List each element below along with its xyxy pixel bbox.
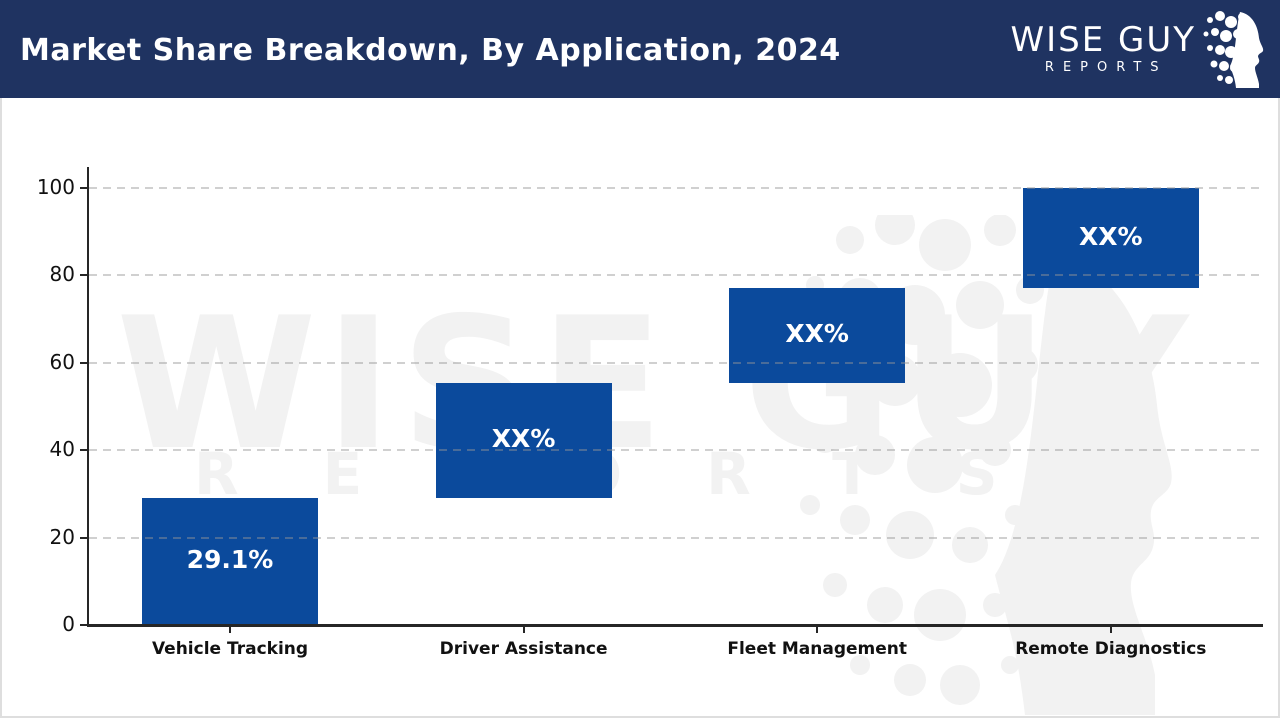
y-tick-mark	[80, 274, 88, 277]
x-tick-mark	[522, 625, 525, 633]
y-tick-label: 60	[49, 349, 75, 374]
x-tick-mark	[816, 625, 819, 633]
bar-value-label: XX%	[491, 424, 556, 454]
y-tick-mark	[80, 536, 88, 539]
y-tick-mark	[80, 187, 88, 189]
page-title: Market Share Breakdown, By Application, …	[20, 33, 841, 68]
y-tick-label: 100	[36, 175, 75, 199]
gridline	[89, 187, 1262, 189]
y-tick-label: 20	[49, 524, 75, 549]
logo-text: WISE GUY REPORTS	[1010, 22, 1196, 75]
bar-value-label: XX%	[785, 319, 849, 349]
bar-value-label: XX%	[1078, 222, 1143, 252]
bar-fleet-management	[729, 288, 906, 383]
y-tick-label: 0	[62, 612, 75, 636]
logo-head-icon	[1203, 11, 1264, 88]
x-axis-line	[87, 624, 1263, 627]
x-tick-mark	[1109, 625, 1112, 633]
gridline	[89, 536, 1262, 539]
wise-guy-reports-logo: WISE GUY REPORTS	[1010, 8, 1264, 88]
category-label: Remote Diagnostics	[1015, 639, 1207, 659]
y-tick-label: 40	[49, 437, 75, 462]
x-tick-mark	[229, 625, 231, 633]
frame-left-line	[0, 98, 2, 718]
category-label: Vehicle Tracking	[151, 639, 309, 659]
frame-bottom-line	[0, 716, 1280, 718]
y-axis-line	[87, 167, 89, 626]
header-bar: Market Share Breakdown, By Application, …	[0, 0, 1280, 98]
y-tick-label: 80	[49, 262, 75, 287]
gridline	[89, 274, 1262, 277]
gridline	[89, 361, 1262, 364]
y-tick-mark	[80, 361, 88, 364]
bar-vehicle-tracking	[142, 497, 318, 625]
logo-reports-label: REPORTS	[1044, 59, 1168, 75]
bar-driver-assistance	[435, 382, 612, 498]
y-tick-mark	[80, 449, 88, 452]
category-label: Fleet Management	[727, 639, 908, 659]
frame-right-line	[1278, 98, 1280, 718]
bar-remote-diagnostics	[1022, 188, 1199, 289]
bar-value-label: 29.1%	[186, 545, 274, 575]
gridline	[89, 449, 1262, 452]
y-tick-mark	[80, 624, 88, 626]
category-label: Driver Assistance	[439, 639, 608, 659]
logo-wise-guy-label: WISE GUY	[1010, 19, 1196, 60]
